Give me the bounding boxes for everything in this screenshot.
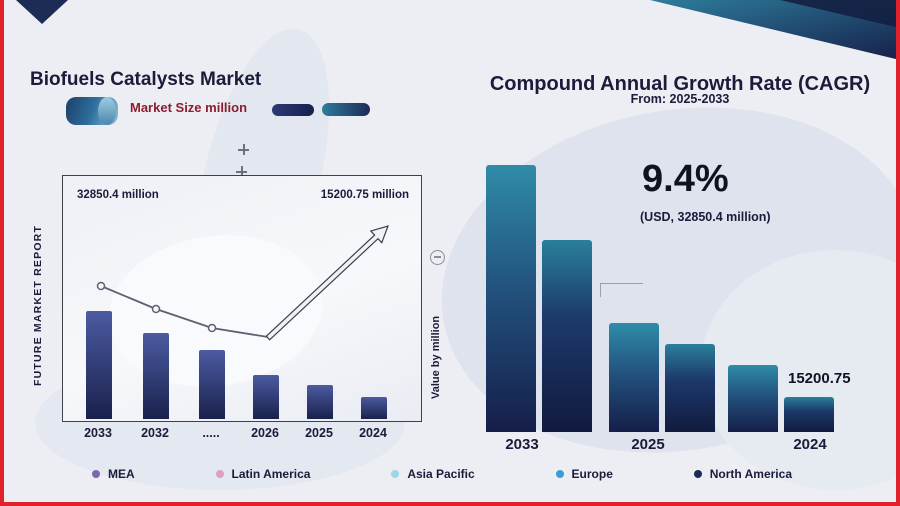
cagr-title: Compound Annual Growth Rate (CAGR) (489, 72, 871, 95)
market-size-label: Market Size million (130, 100, 248, 115)
legend-label: Latin America (231, 467, 311, 481)
value-axis-label: Value by million (430, 315, 442, 400)
cagr-value: 9.4% (642, 158, 729, 200)
market-size-bar (199, 350, 225, 419)
end-value-label: 15200.75 million (320, 189, 409, 201)
market-size-chart: 32850.4 million 15200.75 million (62, 175, 422, 422)
page-title: Biofuels Catalysts Market (30, 68, 262, 90)
year-tick-label: 2033 (84, 426, 112, 440)
market-size-cylinder-icon (66, 94, 118, 128)
plus-icon (236, 166, 247, 177)
market-size-bar (307, 385, 333, 419)
year-tick-label: 2024 (359, 426, 387, 440)
legend-label: North America (709, 467, 792, 481)
pill-decoration-icon (272, 104, 314, 116)
legend-dot-icon (693, 470, 702, 478)
legend-label: MEA (108, 467, 135, 481)
year-tick-label: 2032 (141, 426, 169, 440)
year-tick-label: 2026 (251, 426, 279, 440)
corner-accent-top-left (16, 0, 68, 24)
left-chart-years: 2033 2032..... 2026 2025 2024 (62, 426, 420, 444)
circle-minus-icon (430, 250, 445, 265)
cagr-bar (784, 397, 834, 432)
cagr-bar (665, 344, 715, 432)
legend-item: Latin America (215, 467, 311, 481)
legend-item: MEA (92, 467, 135, 481)
group-year-label: 2033 (505, 436, 539, 453)
trend-line-arrow (96, 225, 389, 341)
cagr-detail: (USD, 32850.4 million) (640, 210, 771, 224)
cylinder-face (98, 97, 116, 125)
market-size-bar (86, 311, 112, 419)
legend-dot-icon (391, 470, 400, 478)
plus-icon (238, 144, 249, 155)
red-border-left (0, 0, 4, 506)
legend-label: Asia Pacific (407, 467, 475, 481)
red-border-right (896, 0, 900, 506)
cagr-bar (609, 323, 659, 432)
left-chart-bars (63, 176, 421, 421)
value-annotation: 15200.75 (788, 370, 851, 387)
pill-decoration-icon (322, 103, 370, 116)
right-chart-years: 2033 2025 2024 (470, 436, 870, 456)
legend-dot-icon (555, 470, 564, 478)
start-value-label: 32850.4 million (77, 189, 159, 201)
market-size-bar (143, 333, 169, 419)
legend-item: Europe (555, 467, 613, 481)
red-border-bottom (0, 502, 900, 506)
cagr-bar (486, 165, 536, 432)
legend-dot-icon (215, 470, 224, 478)
group-year-label: 2025 (631, 436, 665, 453)
legend-dot-icon (92, 470, 100, 478)
market-size-bar (361, 397, 387, 419)
group-year-label: 2024 (793, 436, 827, 453)
right-chart-bars (470, 160, 870, 432)
market-size-bar (253, 375, 279, 419)
legend-item: Asia Pacific (391, 467, 475, 481)
cagr-bar (542, 240, 592, 432)
legend-label: Europe (571, 467, 613, 481)
corner-accent-top-right (650, 0, 900, 60)
legend-row: MEA Latin America Asia Pacific Europe North … (92, 464, 792, 484)
legend-item: North America (693, 467, 792, 481)
step-decoration (600, 283, 643, 297)
cagr-subtitle: From: 2025-2033 (630, 92, 730, 106)
year-tick-label: 2025 (305, 426, 333, 440)
year-tick-label: ..... (202, 426, 220, 440)
cagr-bar (728, 365, 778, 432)
report-side-label: FUTURE MARKET REPORT (32, 224, 44, 386)
